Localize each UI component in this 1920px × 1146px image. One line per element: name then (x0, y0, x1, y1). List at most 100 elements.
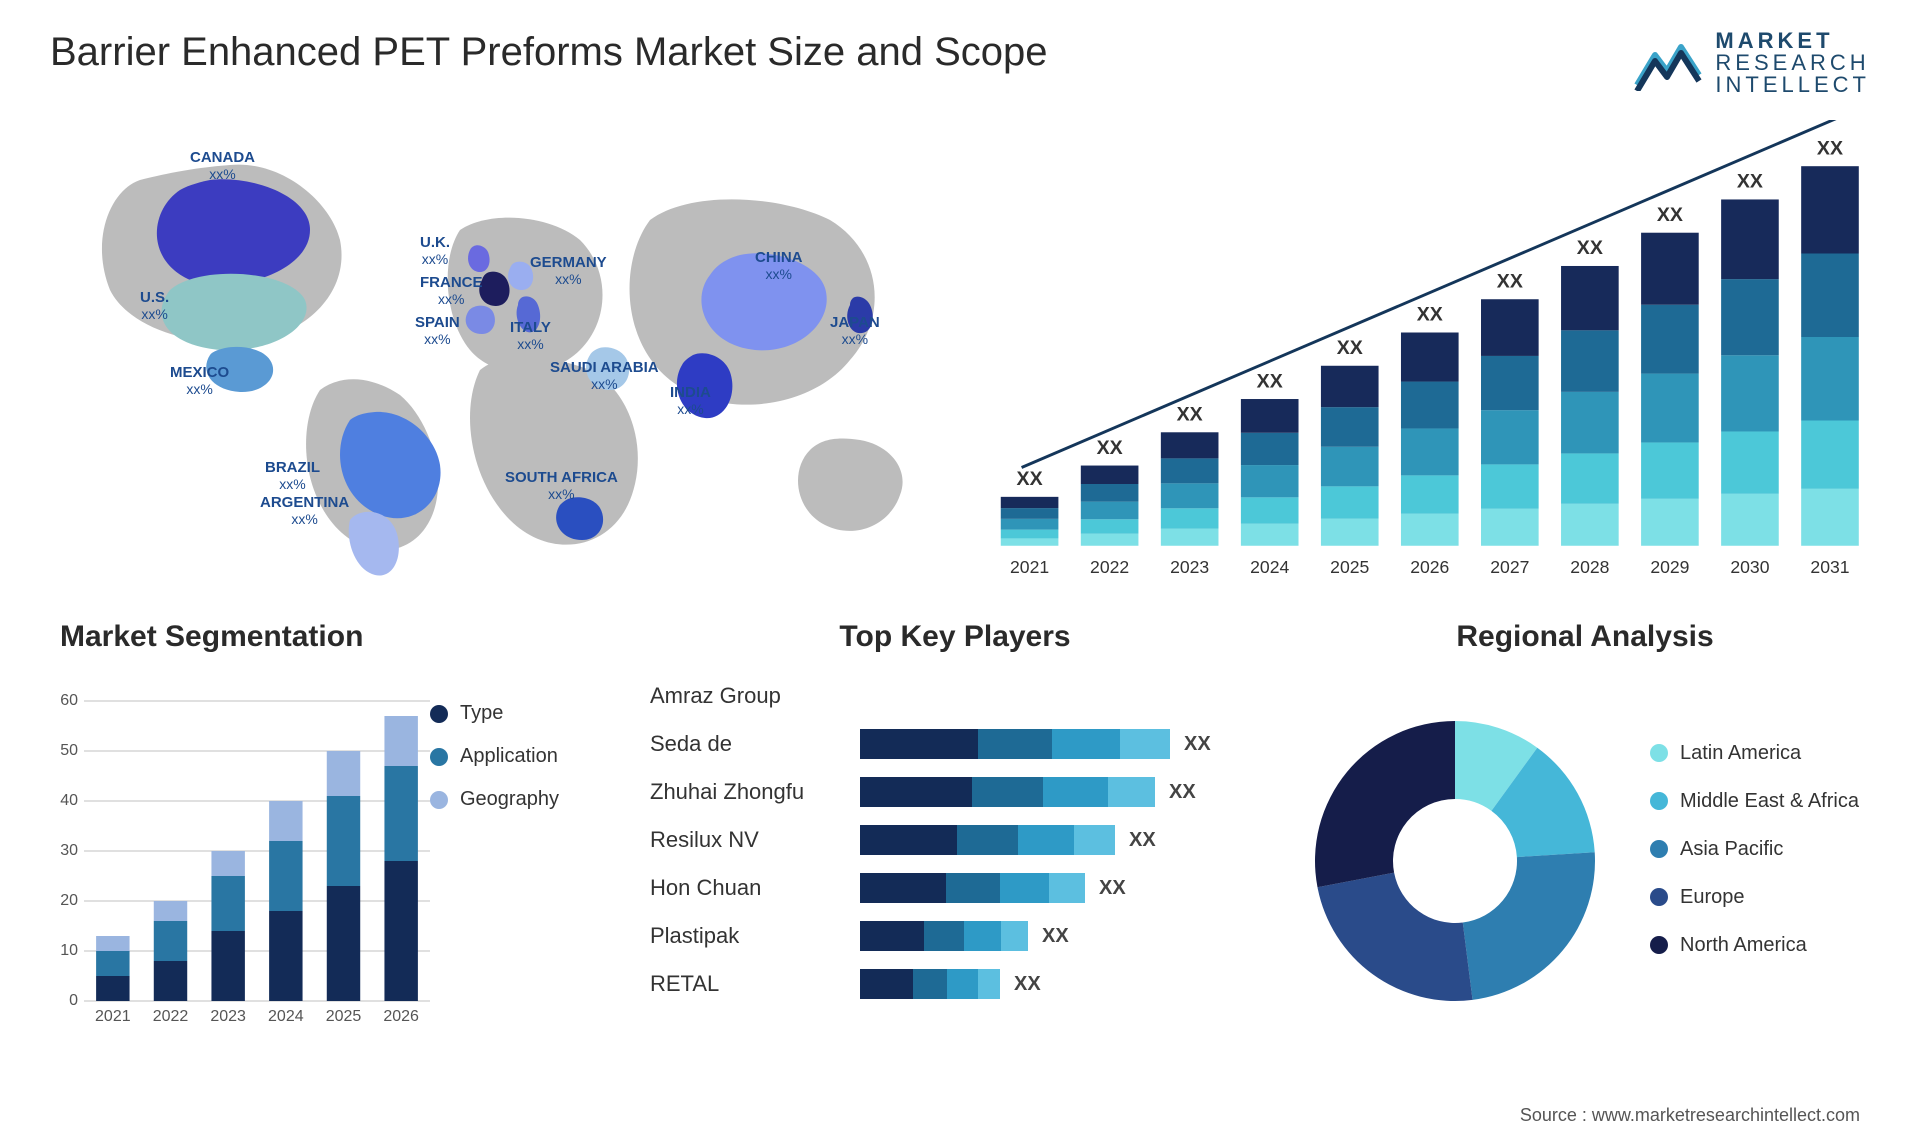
forecast-year-label: 2029 (1650, 557, 1689, 577)
forecast-bar-seg (1801, 253, 1859, 337)
player-bar-row: XX (860, 960, 1250, 1008)
seg-year-label: 2025 (326, 1008, 362, 1025)
country-shape-spain (466, 306, 495, 334)
player-bar-seg (1000, 873, 1050, 903)
forecast-year-label: 2022 (1090, 557, 1129, 577)
player-bar-seg (860, 777, 972, 807)
player-name: Resilux NV (650, 816, 860, 864)
seg-bar-seg (384, 716, 417, 766)
map-label-france: FRANCExx% (420, 275, 483, 307)
forecast-bar-seg (1641, 442, 1699, 498)
forecast-bar-seg (1481, 299, 1539, 356)
map-label-brazil: BRAZILxx% (265, 460, 320, 492)
seg-bar-seg (96, 976, 129, 1001)
forecast-bar-seg (1321, 407, 1379, 447)
forecast-year-label: 2023 (1170, 557, 1209, 577)
seg-ytick: 60 (60, 692, 78, 709)
region-legend-item: North America (1650, 933, 1870, 957)
forecast-bar-seg (1721, 279, 1779, 355)
forecast-bar-seg (1401, 382, 1459, 429)
seg-legend-item: Application (430, 745, 610, 768)
player-bar-seg (1018, 825, 1074, 855)
region-legend-label: Latin America (1680, 741, 1801, 765)
donut-slice (1317, 873, 1472, 1001)
forecast-bar-seg (1321, 366, 1379, 407)
forecast-bar-seg (1241, 433, 1299, 465)
forecast-bar-seg (1801, 166, 1859, 253)
forecast-bar-seg (1001, 538, 1059, 545)
regional-donut-chart (1305, 711, 1605, 1011)
forecast-bar-seg (1001, 497, 1059, 508)
donut-slice (1315, 721, 1455, 887)
region-legend-label: North America (1680, 933, 1807, 957)
seg-ytick: 30 (60, 842, 78, 859)
forecast-year-label: 2024 (1250, 557, 1289, 577)
region-legend-item: Latin America (1650, 741, 1870, 765)
player-bar-seg (978, 729, 1052, 759)
forecast-bar-seg (1401, 475, 1459, 513)
legend-dot-icon (430, 791, 448, 809)
forecast-bar-seg (1001, 508, 1059, 519)
seg-year-label: 2024 (268, 1008, 304, 1025)
forecast-bar-seg (1561, 330, 1619, 392)
region-legend-item: Asia Pacific (1650, 837, 1870, 861)
player-bar-seg (913, 969, 947, 999)
forecast-bar-label: XX (1817, 137, 1843, 159)
forecast-year-label: 2025 (1330, 557, 1369, 577)
seg-bar-seg (154, 961, 187, 1001)
source-attribution: Source : www.marketresearchintellect.com (1520, 1105, 1860, 1126)
player-value-label: XX (1184, 733, 1211, 756)
map-label-china: CHINAxx% (755, 250, 803, 282)
forecast-bar-seg (1241, 497, 1299, 523)
player-value-label: XX (1014, 973, 1041, 996)
player-bar-seg (946, 873, 1000, 903)
logo-text: MARKET RESEARCH INTELLECT (1715, 30, 1870, 96)
player-bar-seg (1049, 873, 1085, 903)
seg-bar-seg (96, 951, 129, 976)
infographic-page: Barrier Enhanced PET Preforms Market Siz… (0, 0, 1920, 1146)
forecast-bar-seg (1561, 504, 1619, 546)
seg-year-label: 2021 (95, 1008, 131, 1025)
players-bars-column: XXXXXXXXXXXX (860, 672, 1250, 1050)
player-bar-seg (860, 969, 913, 999)
forecast-bar-seg (1161, 529, 1219, 546)
forecast-bar-label: XX (1097, 437, 1123, 459)
seg-ytick: 20 (60, 892, 78, 909)
forecast-bar-seg (1161, 432, 1219, 458)
seg-legend-item: Type (430, 702, 610, 725)
forecast-bar-seg (1401, 333, 1459, 382)
regional-panel: Regional Analysis Latin AmericaMiddle Ea… (1290, 620, 1870, 1050)
player-bar-seg (1074, 825, 1115, 855)
player-bar-seg (972, 777, 1043, 807)
donut-slice (1463, 852, 1595, 1000)
forecast-bar-seg (1801, 337, 1859, 421)
forecast-bar-seg (1081, 484, 1139, 502)
player-bar-row: XX (860, 768, 1250, 816)
player-bar (860, 777, 1155, 807)
forecast-bar-seg (1161, 508, 1219, 528)
forecast-year-label: 2030 (1730, 557, 1769, 577)
seg-ytick: 40 (60, 792, 78, 809)
seg-ytick: 10 (60, 942, 78, 959)
legend-dot-icon (1650, 792, 1668, 810)
forecast-bar-seg (1641, 305, 1699, 374)
forecast-bar-label: XX (1497, 271, 1523, 293)
forecast-bar-seg (1161, 458, 1219, 483)
seg-legend-item: Geography (430, 788, 610, 811)
player-name: Amraz Group (650, 672, 860, 720)
legend-dot-icon (1650, 840, 1668, 858)
legend-dot-icon (430, 705, 448, 723)
segmentation-bar-chart: 0102030405060202120222023202420252026 (50, 672, 430, 1050)
seg-bar-seg (327, 886, 360, 1001)
forecast-bar-seg (1721, 431, 1779, 493)
map-label-u-k-: U.K.xx% (420, 235, 450, 267)
forecast-bar-seg (1081, 519, 1139, 533)
regional-title: Regional Analysis (1290, 620, 1870, 654)
seg-bar-seg (269, 911, 302, 1001)
player-bar-seg (947, 969, 978, 999)
seg-bar-seg (96, 936, 129, 951)
seg-bar-seg (384, 861, 417, 1001)
forecast-bar-seg (1241, 465, 1299, 497)
seg-bar-seg (327, 751, 360, 796)
player-bar-seg (860, 873, 946, 903)
